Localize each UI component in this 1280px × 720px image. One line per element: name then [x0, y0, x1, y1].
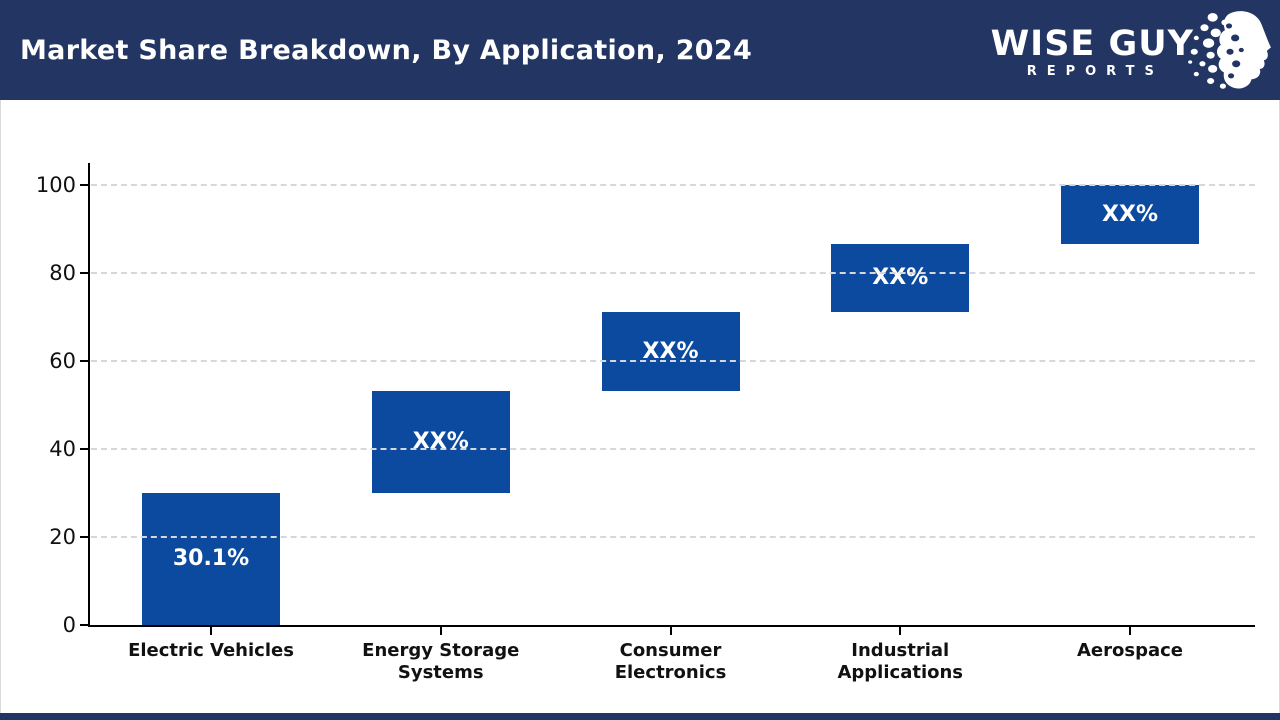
gridline-y40 [91, 448, 1255, 450]
y-axis-tick-mark-40 [80, 448, 89, 450]
bar-consumer-electronics: XX% [601, 311, 740, 391]
y-axis-tick-label-0: 0 [62, 613, 76, 637]
y-axis-tick-mark-80 [80, 272, 89, 274]
gridline-y20 [91, 536, 1255, 538]
gridline-y60 [91, 360, 1255, 362]
logo-wordmark: WISE GUY [990, 23, 1194, 64]
x-axis-tick-mark-consumer-electronics [669, 627, 672, 635]
bar-value-label: XX% [642, 338, 699, 364]
y-axis-tick-label-100: 100 [35, 173, 76, 197]
x-axis-label-electric-vehicles: Electric Vehicles [128, 640, 294, 661]
x-axis-tick-mark-energy-storage-systems [439, 627, 442, 635]
y-axis-tick-mark-0 [80, 624, 89, 626]
logo-text: WISE GUY REPORTS [990, 23, 1194, 79]
y-axis-tick-label-60: 60 [49, 349, 76, 373]
bar-electric-vehicles: 30.1% [142, 492, 280, 625]
y-axis-tick-label-20: 20 [49, 525, 76, 549]
x-axis-label-energy-storage-systems: Energy Storage Systems [362, 640, 520, 683]
bar-value-label: XX% [412, 429, 469, 455]
x-axis-label-industrial-applications: Industrial Applications [837, 640, 964, 683]
x-axis-tick-mark-industrial-applications [899, 627, 902, 635]
footer-bar [0, 713, 1280, 720]
bar-energy-storage-systems: XX% [371, 390, 510, 493]
x-axis-tick-mark-electric-vehicles [210, 627, 212, 635]
bar-aerospace: XX% [1061, 185, 1199, 244]
y-axis-tick-mark-100 [80, 184, 89, 186]
bar-value-label: XX% [872, 265, 929, 291]
logo-reports-text: REPORTS [1026, 63, 1164, 79]
gridline-y80 [91, 272, 1255, 274]
y-axis-tick-mark-60 [80, 360, 89, 362]
x-axis-line [88, 625, 1255, 627]
x-axis-label-consumer-electronics: Consumer Electronics [614, 640, 727, 683]
wiseguy-face-icon [1188, 11, 1271, 89]
gridline-y100 [91, 184, 1255, 186]
bar-value-label: 30.1% [172, 546, 250, 572]
y-axis-tick-label-40: 40 [49, 437, 76, 461]
y-axis-line [88, 163, 90, 627]
y-axis-tick-label-80: 80 [49, 261, 76, 285]
wiseguy-logo: WISE GUY REPORTS [991, 6, 1274, 94]
bar-value-label: XX% [1102, 201, 1158, 227]
x-axis-tick-mark-aerospace [1129, 627, 1131, 635]
bar-industrial-applications: XX% [831, 243, 970, 312]
x-axis-label-aerospace: Aerospace [1076, 640, 1183, 661]
y-axis-tick-mark-20 [80, 536, 89, 538]
header-bar: Market Share Breakdown, By Application, … [0, 0, 1280, 100]
page-title: Market Share Breakdown, By Application, … [20, 34, 753, 66]
